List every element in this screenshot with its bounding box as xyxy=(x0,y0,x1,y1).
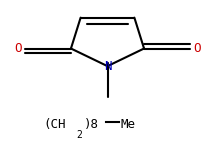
Text: N: N xyxy=(104,60,111,73)
Text: O: O xyxy=(193,42,200,55)
Text: O: O xyxy=(15,42,22,55)
Text: 2: 2 xyxy=(76,130,82,140)
Text: Me: Me xyxy=(121,118,136,131)
Text: (CH: (CH xyxy=(43,118,66,131)
Text: )8: )8 xyxy=(83,118,98,131)
